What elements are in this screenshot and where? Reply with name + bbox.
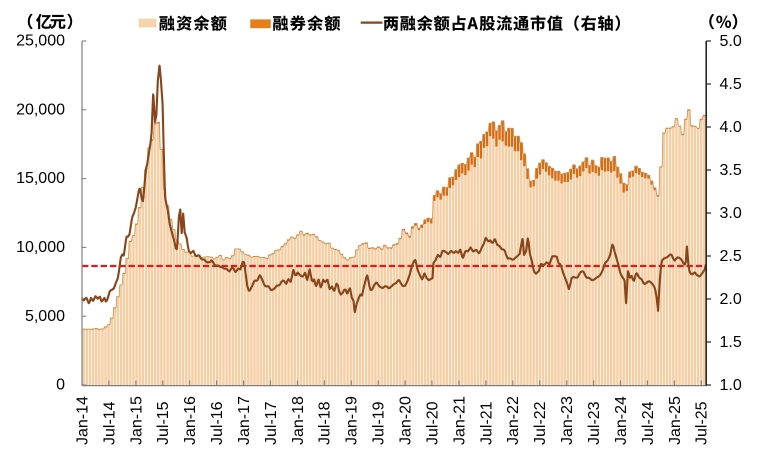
svg-text:1.5: 1.5 [720, 334, 742, 351]
svg-text:3.5: 3.5 [720, 162, 742, 179]
svg-text:15,000: 15,000 [16, 170, 65, 187]
svg-text:Jan-18: Jan-18 [290, 396, 307, 445]
svg-text:Jan-23: Jan-23 [559, 396, 576, 445]
svg-text:Jul-21: Jul-21 [478, 401, 495, 445]
svg-text:2.0: 2.0 [720, 291, 742, 308]
svg-text:Jan-19: Jan-19 [344, 396, 361, 445]
svg-text:Jan-24: Jan-24 [613, 396, 630, 445]
svg-text:Jul-25: Jul-25 [694, 401, 711, 445]
svg-text:Jan-14: Jan-14 [74, 396, 91, 445]
svg-text:4.5: 4.5 [720, 76, 742, 93]
svg-text:3.0: 3.0 [720, 205, 742, 222]
svg-text:Jul-14: Jul-14 [101, 401, 118, 445]
svg-text:Jul-18: Jul-18 [317, 401, 334, 445]
svg-text:Jan-21: Jan-21 [451, 396, 468, 445]
svg-text:Jul-19: Jul-19 [371, 401, 388, 445]
svg-text:Jul-15: Jul-15 [155, 401, 172, 445]
svg-text:25,000: 25,000 [16, 33, 65, 50]
svg-text:0: 0 [56, 377, 65, 394]
svg-text:Jan-15: Jan-15 [128, 396, 145, 445]
svg-text:Jan-17: Jan-17 [236, 396, 253, 445]
svg-text:5,000: 5,000 [25, 308, 65, 325]
svg-text:4.0: 4.0 [720, 119, 742, 136]
svg-text:Jan-22: Jan-22 [505, 396, 522, 445]
svg-text:2.5: 2.5 [720, 248, 742, 265]
svg-text:Jan-25: Jan-25 [667, 396, 684, 445]
svg-text:Jul-23: Jul-23 [586, 401, 603, 445]
svg-text:Jul-20: Jul-20 [424, 401, 441, 445]
svg-text:Jul-24: Jul-24 [640, 401, 657, 445]
svg-text:Jan-20: Jan-20 [398, 396, 415, 445]
svg-text:Jul-16: Jul-16 [209, 401, 226, 445]
svg-text:Jul-22: Jul-22 [532, 401, 549, 445]
svg-text:5.0: 5.0 [720, 33, 742, 50]
svg-text:Jan-16: Jan-16 [182, 396, 199, 445]
svg-text:Jul-17: Jul-17 [263, 401, 280, 445]
svg-text:10,000: 10,000 [16, 239, 65, 256]
svg-text:1.0: 1.0 [720, 377, 742, 394]
svg-text:20,000: 20,000 [16, 101, 65, 118]
